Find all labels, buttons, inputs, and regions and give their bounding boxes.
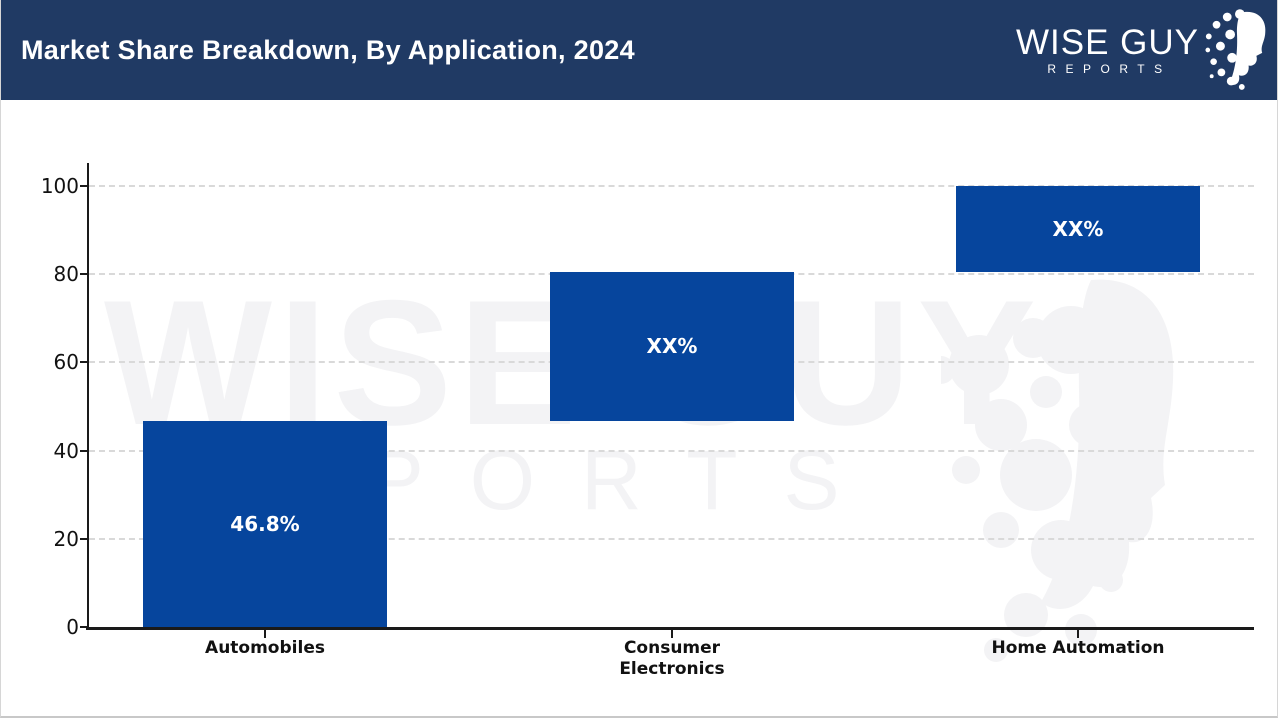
page-title: Market Share Breakdown, By Application, … [21, 34, 635, 65]
y-tick-mark-80 [80, 273, 88, 276]
y-tick-mark-60 [80, 361, 88, 364]
brand-head-icon [1205, 9, 1266, 90]
x-tick-mark-home-automation [1077, 630, 1079, 638]
gridline-100 [89, 185, 1254, 187]
y-tick-label: 20 [53, 526, 79, 551]
y-tick-label: 40 [53, 438, 79, 463]
bar-consumer-electronics: XX% [550, 271, 794, 421]
gridline-40 [89, 449, 1254, 452]
y-tick-mark-40 [80, 449, 88, 452]
header-bar: Market Share Breakdown, By Application, … [1, 0, 1277, 100]
bar-value-label-automobiles: 46.8% [230, 511, 300, 536]
bar-value-label-consumer-electronics: XX% [646, 334, 698, 359]
bar-automobiles: 46.8% [143, 420, 387, 627]
brand-wordmark: WISE GUY [1015, 22, 1199, 62]
x-category-label-automobiles: Automobiles [205, 638, 325, 658]
y-axis-line [87, 163, 89, 629]
bar-value-label-home-automation: XX% [1052, 216, 1104, 241]
brand-logo: WISE GUY REPORTS [1016, 0, 1269, 100]
gridline-20 [89, 537, 1254, 540]
x-axis-line [86, 627, 1254, 630]
brand-logo-text: WISE GUY REPORTS [1015, 22, 1199, 76]
y-tick-label: 80 [53, 262, 79, 287]
x-tick-mark-automobiles [264, 630, 266, 638]
y-tick-label: 60 [53, 350, 79, 375]
bar-home-automation: XX% [956, 186, 1200, 272]
y-tick-label: 100 [40, 174, 79, 198]
x-category-label-home-automation: Home Automation [991, 638, 1165, 658]
brand-tagline: REPORTS [1047, 61, 1172, 76]
y-tick-mark-100 [80, 185, 88, 187]
y-tick-label: 0 [66, 615, 79, 639]
y-tick-mark-20 [80, 537, 88, 540]
x-category-label-consumer-electronics: Consumer Electronics [619, 638, 725, 679]
y-tick-mark-0 [80, 626, 88, 628]
x-tick-mark-consumer-electronics [671, 630, 673, 638]
